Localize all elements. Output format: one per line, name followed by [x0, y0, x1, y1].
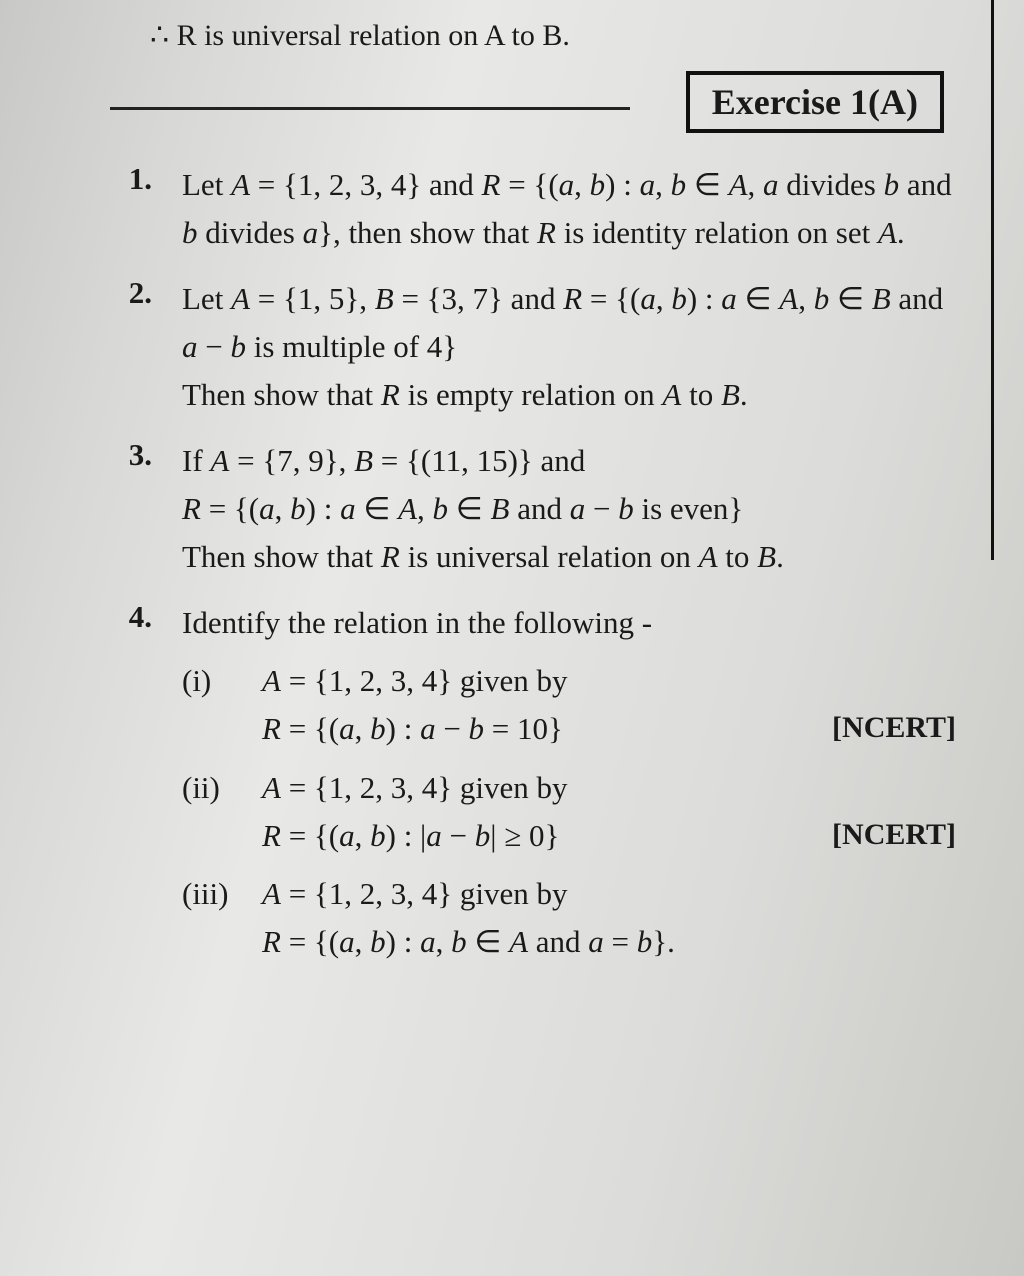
question-list: 1. Let A = {1, 2, 3, 4} and R = {(a, b) …: [110, 161, 964, 966]
question-number: 3.: [110, 437, 152, 581]
question-body: Let A = {1, 5}, B = {3, 7} and R = {(a, …: [182, 275, 964, 419]
question-item: 4. Identify the relation in the followin…: [110, 599, 964, 965]
subquestion-line: R = {(a, b) : a, b ∈ A and a = b}.: [262, 918, 964, 966]
question-number: 2.: [110, 275, 152, 419]
exercise-label-box: Exercise 1(A): [686, 71, 944, 133]
ncert-tag: [NCERT]: [832, 705, 956, 752]
right-margin-rule: [991, 0, 994, 560]
subquestion-line: [NCERT] R = {(a, b) : a − b = 10}: [262, 705, 964, 753]
subquestion-body: A = {1, 2, 3, 4} given by [NCERT] R = {(…: [262, 657, 964, 753]
subquestion-number: (i): [182, 657, 246, 753]
subquestion: (iii) A = {1, 2, 3, 4} given by R = {(a,…: [182, 870, 964, 966]
ncert-tag: [NCERT]: [832, 812, 956, 859]
subquestion-number: (iii): [182, 870, 246, 966]
subquestion-text: R = {(a, b) : a, b ∈ A and a = b}.: [262, 924, 675, 959]
intro-statement: ∴ R is universal relation on A to B.: [150, 18, 964, 53]
question-text: R = {(a, b) : a ∈ A, b ∈ B and a − b is …: [182, 485, 964, 533]
subquestion-text: R = {(a, b) : |a − b| ≥ 0}: [262, 818, 559, 853]
question-intro: Identify the relation in the following -: [182, 599, 964, 647]
subquestion-line: A = {1, 2, 3, 4} given by: [262, 764, 964, 812]
question-number: 4.: [110, 599, 152, 965]
question-item: 2. Let A = {1, 5}, B = {3, 7} and R = {(…: [110, 275, 964, 419]
subquestion-line: A = {1, 2, 3, 4} given by: [262, 870, 964, 918]
question-item: 1. Let A = {1, 2, 3, 4} and R = {(a, b) …: [110, 161, 964, 257]
exercise-header-row: Exercise 1(A): [110, 71, 964, 135]
subquestion: (i) A = {1, 2, 3, 4} given by [NCERT] R …: [182, 657, 964, 753]
subquestion-text: R = {(a, b) : a − b = 10}: [262, 711, 563, 746]
subquestion-body: A = {1, 2, 3, 4} given by [NCERT] R = {(…: [262, 764, 964, 860]
question-text: Let A = {1, 5}, B = {3, 7} and R = {(a, …: [182, 275, 964, 371]
question-body: If A = {7, 9}, B = {(11, 15)} and R = {(…: [182, 437, 964, 581]
question-text: Then show that R is universal relation o…: [182, 533, 964, 581]
question-text: Then show that R is empty relation on A …: [182, 371, 964, 419]
question-body: Let A = {1, 2, 3, 4} and R = {(a, b) : a…: [182, 161, 964, 257]
question-text: Let A = {1, 2, 3, 4} and R = {(a, b) : a…: [182, 167, 952, 250]
subquestion-number: (ii): [182, 764, 246, 860]
textbook-page: ∴ R is universal relation on A to B. Exe…: [0, 0, 1024, 1276]
subquestion: (ii) A = {1, 2, 3, 4} given by [NCERT] R…: [182, 764, 964, 860]
question-text: If A = {7, 9}, B = {(11, 15)} and: [182, 437, 964, 485]
subquestion-body: A = {1, 2, 3, 4} given by R = {(a, b) : …: [262, 870, 964, 966]
question-body: Identify the relation in the following -…: [182, 599, 964, 965]
question-number: 1.: [110, 161, 152, 257]
exercise-rule: [110, 107, 630, 110]
subquestion-line: [NCERT] R = {(a, b) : |a − b| ≥ 0}: [262, 812, 964, 860]
question-item: 3. If A = {7, 9}, B = {(11, 15)} and R =…: [110, 437, 964, 581]
subquestion-line: A = {1, 2, 3, 4} given by: [262, 657, 964, 705]
